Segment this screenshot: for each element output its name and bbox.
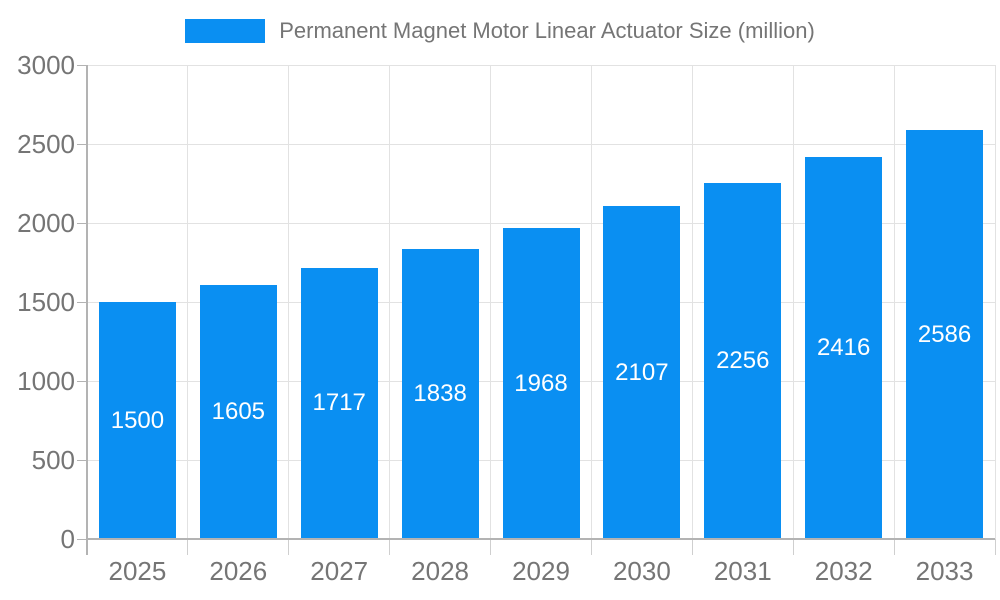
y-axis-tick [77, 301, 87, 303]
legend-label: Permanent Magnet Motor Linear Actuator S… [279, 18, 815, 43]
v-gridline [490, 65, 492, 539]
bar-value-label: 2256 [716, 346, 770, 374]
x-axis-tick [994, 539, 996, 555]
x-axis-tick [490, 539, 492, 555]
x-axis-tick [389, 539, 391, 555]
h-gridline [87, 64, 995, 66]
bar[interactable]: 1838 [401, 248, 479, 539]
bar[interactable]: 2586 [906, 130, 984, 539]
bar[interactable]: 1605 [199, 285, 277, 539]
x-axis-label: 2026 [209, 556, 268, 586]
bar-value-label: 1605 [211, 398, 266, 426]
x-axis-tick [893, 539, 895, 555]
bar-value-label: 2586 [917, 320, 972, 348]
x-axis-tick [792, 539, 794, 555]
v-gridline [893, 65, 895, 539]
bar[interactable]: 2107 [603, 206, 681, 539]
legend-swatch-icon [185, 19, 266, 43]
x-axis-tick [187, 539, 189, 555]
x-axis-label: 2027 [310, 556, 369, 586]
y-axis-tick [77, 380, 87, 382]
x-axis-label: 2030 [612, 556, 671, 586]
y-axis-tick [77, 64, 87, 66]
y-axis-tick [77, 222, 87, 224]
x-axis-tick [691, 539, 693, 555]
bar[interactable]: 2256 [704, 182, 782, 539]
x-axis-tick [288, 539, 290, 555]
x-axis-label: 2028 [411, 556, 470, 586]
bar-value-label: 1717 [312, 389, 366, 417]
y-axis-label: 3000 [17, 50, 75, 80]
x-axis-label: 2029 [512, 556, 570, 586]
x-axis-label: 2031 [713, 556, 772, 586]
bar[interactable]: 1968 [502, 228, 580, 539]
x-axis-label: 2033 [915, 556, 974, 586]
x-axis-tick [590, 539, 592, 555]
bar[interactable]: 2416 [805, 157, 883, 539]
v-gridline [792, 65, 794, 539]
bar[interactable]: 1717 [300, 267, 378, 539]
bar-value-label: 2416 [816, 334, 871, 362]
y-axis-label: 500 [31, 445, 75, 475]
v-gridline [187, 65, 189, 539]
y-axis-label: 1000 [17, 366, 75, 396]
y-axis-label: 2000 [17, 208, 75, 238]
bar-value-label: 1500 [110, 406, 165, 434]
x-axis-label: 2025 [108, 556, 167, 586]
y-axis-line [86, 65, 88, 555]
y-axis-tick [77, 538, 87, 540]
x-axis-label: 2032 [814, 556, 873, 586]
legend[interactable]: Permanent Magnet Motor Linear Actuator S… [0, 17, 1000, 45]
v-gridline [288, 65, 290, 539]
v-gridline [994, 65, 996, 539]
bar[interactable]: 1500 [98, 302, 176, 539]
y-axis-label: 1500 [17, 287, 75, 317]
y-axis-label: 0 [60, 524, 75, 554]
v-gridline [590, 65, 592, 539]
bar-value-label: 2107 [615, 358, 669, 386]
y-axis-tick [77, 459, 87, 461]
bar-value-label: 1838 [413, 379, 467, 407]
v-gridline [389, 65, 391, 539]
v-gridline [691, 65, 693, 539]
h-gridline [87, 222, 995, 224]
y-axis-tick [77, 143, 87, 145]
h-gridline [87, 143, 995, 145]
x-axis-line [87, 538, 995, 540]
bar-value-label: 1968 [514, 369, 568, 397]
y-axis-label: 2500 [17, 129, 75, 159]
